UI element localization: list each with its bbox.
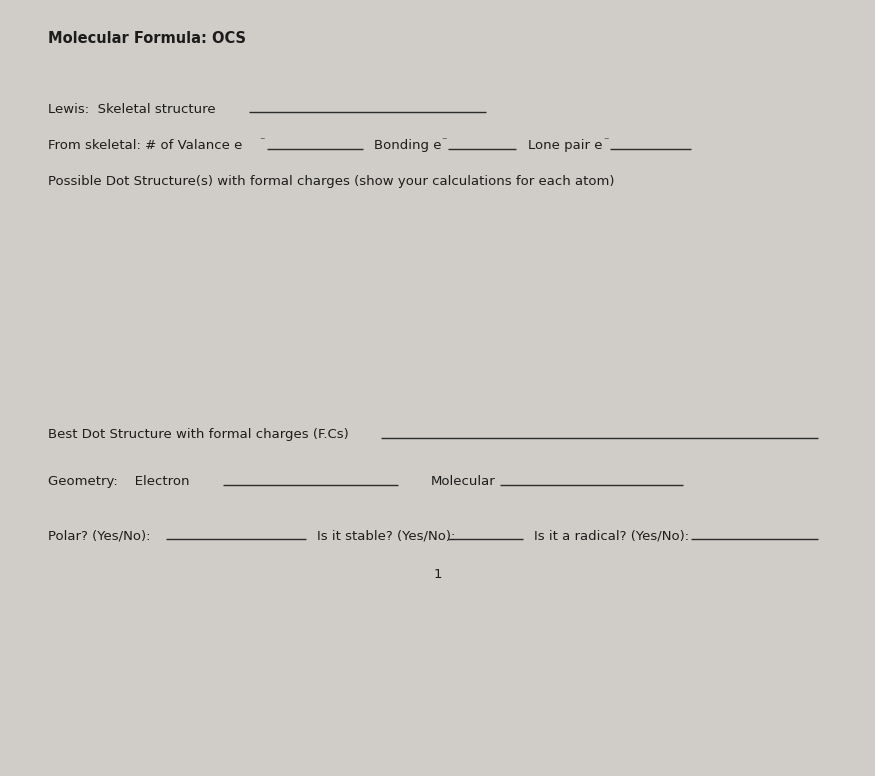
Text: ⁻: ⁻ [259, 137, 264, 147]
Text: Possible Dot Structure(s) with formal charges (show your calculations for each a: Possible Dot Structure(s) with formal ch… [48, 175, 614, 188]
Text: ⁻: ⁻ [603, 137, 608, 147]
Text: 1: 1 [433, 568, 442, 581]
Text: Lewis:  Skeletal structure: Lewis: Skeletal structure [48, 102, 216, 116]
Text: Best Dot Structure with formal charges (F.Cs): Best Dot Structure with formal charges (… [48, 428, 349, 442]
Text: Molecular: Molecular [430, 475, 495, 488]
Text: Lone pair e: Lone pair e [528, 139, 602, 152]
Text: Geometry:    Electron: Geometry: Electron [48, 475, 190, 488]
Text: ⁻: ⁻ [441, 137, 446, 147]
Text: Molecular Formula: OCS: Molecular Formula: OCS [48, 31, 246, 46]
Text: Bonding e: Bonding e [374, 139, 442, 152]
Text: From skeletal: # of Valance e: From skeletal: # of Valance e [48, 139, 242, 152]
Text: Is it a radical? (Yes/No):: Is it a radical? (Yes/No): [534, 529, 689, 542]
Text: Is it stable? (Yes/No):: Is it stable? (Yes/No): [317, 529, 455, 542]
Text: Polar? (Yes/No):: Polar? (Yes/No): [48, 529, 150, 542]
